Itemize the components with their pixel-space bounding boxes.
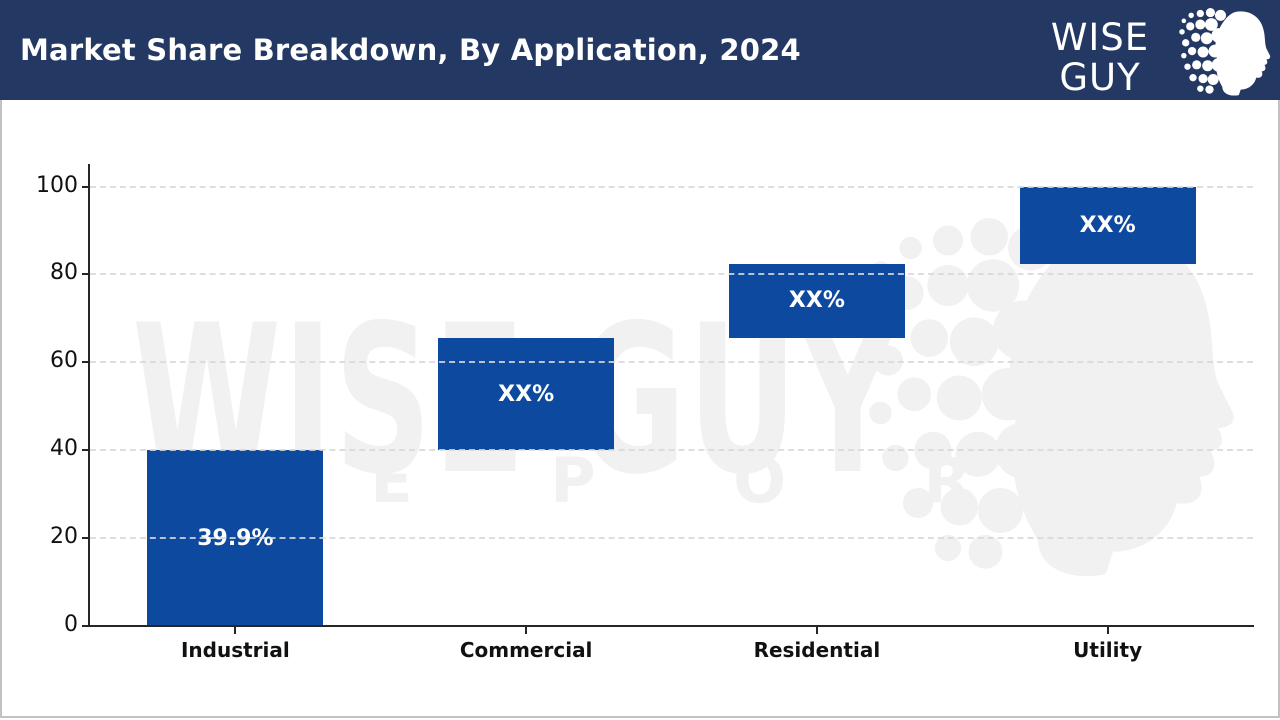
x-axis-label: Residential bbox=[753, 638, 881, 662]
bar-value-label: XX% bbox=[788, 288, 845, 314]
y-tick-label: 0 bbox=[64, 611, 78, 637]
x-axis-label: Utility bbox=[1073, 638, 1143, 662]
watermark-head-icon bbox=[861, 218, 1234, 577]
x-axis-spine bbox=[88, 625, 1254, 627]
y-tick-mark bbox=[82, 185, 89, 188]
y-tick-mark bbox=[82, 624, 89, 627]
x-tick-mark bbox=[234, 627, 237, 634]
chart-region: WISE GUY R E P O R T S bbox=[0, 100, 1280, 718]
y-tick-label: 40 bbox=[50, 436, 78, 462]
y-tick-mark bbox=[82, 449, 89, 452]
chart-title: Market Share Breakdown, By Application, … bbox=[20, 33, 801, 67]
x-tick-mark bbox=[525, 627, 528, 634]
gridline bbox=[90, 536, 1253, 539]
brand-name: WISE GUY bbox=[1050, 16, 1150, 99]
y-tick-label: 20 bbox=[50, 523, 78, 549]
y-tick-mark bbox=[82, 536, 89, 539]
y-axis-spine bbox=[88, 164, 90, 626]
y-tick-label: 100 bbox=[36, 172, 78, 198]
bar: XX% bbox=[728, 263, 905, 339]
y-tick-label: 60 bbox=[50, 348, 78, 374]
x-axis-label: Industrial bbox=[180, 638, 290, 662]
y-tick-mark bbox=[82, 273, 89, 276]
y-tick-mark bbox=[82, 361, 89, 364]
bar: XX% bbox=[438, 338, 615, 451]
gridline bbox=[90, 273, 1253, 276]
x-tick-mark bbox=[1106, 627, 1109, 634]
bar: XX% bbox=[1019, 186, 1196, 264]
bar-value-label: XX% bbox=[1079, 212, 1136, 238]
x-axis-label: Commercial bbox=[459, 638, 593, 662]
y-tick-label: 80 bbox=[50, 260, 78, 286]
gridline bbox=[90, 361, 1253, 364]
bar-value-label: XX% bbox=[498, 381, 555, 407]
wiseguy-head-icon bbox=[1179, 8, 1271, 96]
x-tick-mark bbox=[815, 627, 818, 634]
gridline bbox=[90, 185, 1253, 188]
gridline bbox=[90, 449, 1253, 452]
